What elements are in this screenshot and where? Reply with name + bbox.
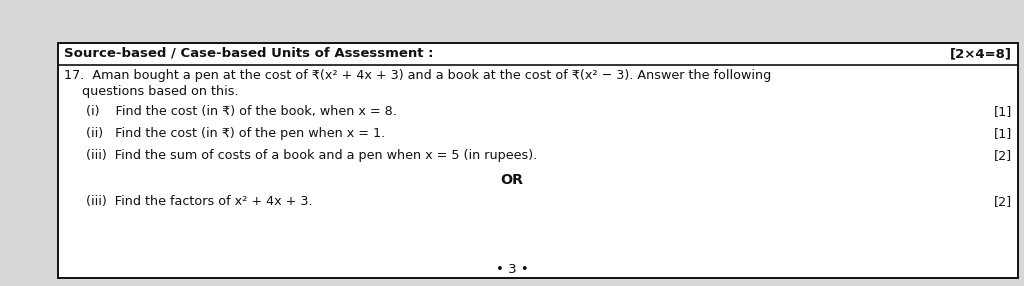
Text: • 3 •: • 3 • [496,263,528,276]
Text: (iii)  Find the sum of costs of a book and a pen when x = 5 (in rupees).: (iii) Find the sum of costs of a book an… [86,149,538,162]
Text: OR: OR [501,173,523,187]
Text: [2×4=8]: [2×4=8] [950,47,1012,60]
FancyBboxPatch shape [58,43,1018,278]
Text: questions based on this.: questions based on this. [82,85,239,98]
Text: (i)    Find the cost (in ₹) of the book, when x = 8.: (i) Find the cost (in ₹) of the book, wh… [86,105,397,118]
Text: Source-based / Case-based Units of Assessment :: Source-based / Case-based Units of Asses… [63,47,433,60]
Text: (ii)   Find the cost (in ₹) of the pen when x = 1.: (ii) Find the cost (in ₹) of the pen whe… [86,127,385,140]
Text: (iii)  Find the factors of x² + 4x + 3.: (iii) Find the factors of x² + 4x + 3. [86,195,312,208]
Text: [1]: [1] [993,105,1012,118]
Text: [1]: [1] [993,127,1012,140]
Text: 17.  Aman bought a pen at the cost of ₹(x² + 4x + 3) and a book at the cost of ₹: 17. Aman bought a pen at the cost of ₹(x… [63,69,771,82]
Text: [2]: [2] [994,195,1012,208]
Text: [2]: [2] [994,149,1012,162]
